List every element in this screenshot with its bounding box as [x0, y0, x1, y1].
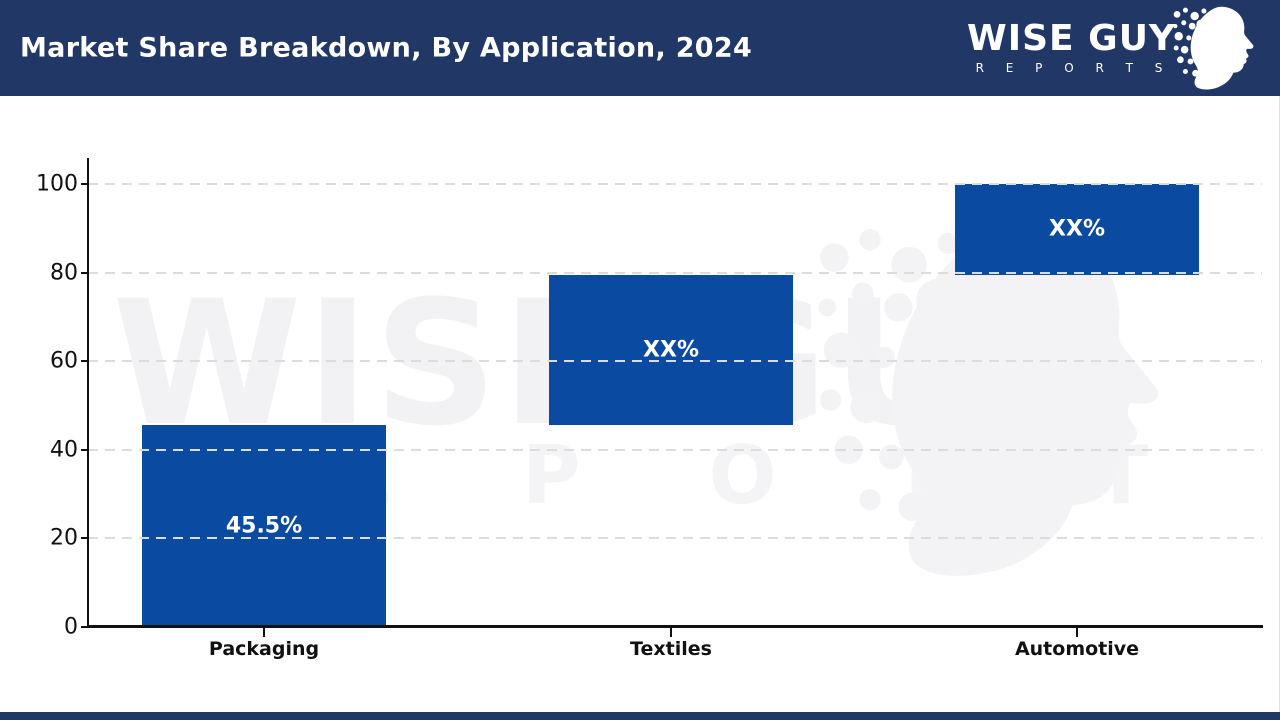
- bar-textiles: [549, 274, 793, 426]
- bar-value-label-packaging: 45.5%: [225, 513, 303, 539]
- footer-strip: [0, 712, 1280, 720]
- x-category-label-textiles: Textiles: [630, 638, 712, 660]
- gridline-20: [88, 537, 1262, 540]
- y-tick-label-20: 20: [50, 525, 78, 551]
- y-tick-mark-80: [81, 271, 88, 274]
- y-tick-mark-40: [81, 448, 88, 451]
- gridline-60: [88, 360, 1262, 363]
- page-title: Market Share Breakdown, By Application, …: [20, 32, 753, 64]
- y-tick-label-100: 100: [36, 171, 78, 197]
- y-tick-mark-20: [81, 537, 88, 540]
- wiseguy-logo: WISE GUY R E P O R T S: [967, 6, 1266, 90]
- bar-value-label-automotive: XX%: [1049, 216, 1105, 242]
- logo-subtext: R E P O R T S: [975, 61, 1172, 75]
- y-tick-label-60: 60: [50, 348, 78, 374]
- header: Market Share Breakdown, By Application, …: [0, 0, 1280, 96]
- gridline-80: [88, 271, 1262, 274]
- logo-word: WISE GUY: [966, 18, 1176, 59]
- x-axis-line: [87, 625, 1263, 628]
- x-category-label-packaging: Packaging: [208, 638, 320, 660]
- y-tick-label-0: 0: [64, 614, 78, 640]
- x-tick-mark-automotive: [1076, 628, 1078, 637]
- y-tick-mark-60: [81, 360, 88, 363]
- x-category-label-automotive: Automotive: [1014, 638, 1140, 660]
- bar-packaging: [142, 425, 386, 627]
- y-tick-label-40: 40: [50, 437, 78, 463]
- x-tick-mark-packaging: [263, 628, 265, 637]
- y-tick-mark-100: [81, 183, 88, 185]
- y-tick-mark-0: [81, 626, 88, 628]
- gridline-100: [88, 183, 1262, 185]
- y-tick-label-80: 80: [50, 260, 78, 286]
- logo-wordmark: WISE GUY R E P O R T S: [966, 18, 1176, 76]
- y-axis-line: [87, 158, 89, 628]
- gridline-40: [88, 448, 1262, 451]
- x-tick-mark-textiles: [670, 628, 672, 637]
- bar-value-label-textiles: XX%: [643, 337, 699, 363]
